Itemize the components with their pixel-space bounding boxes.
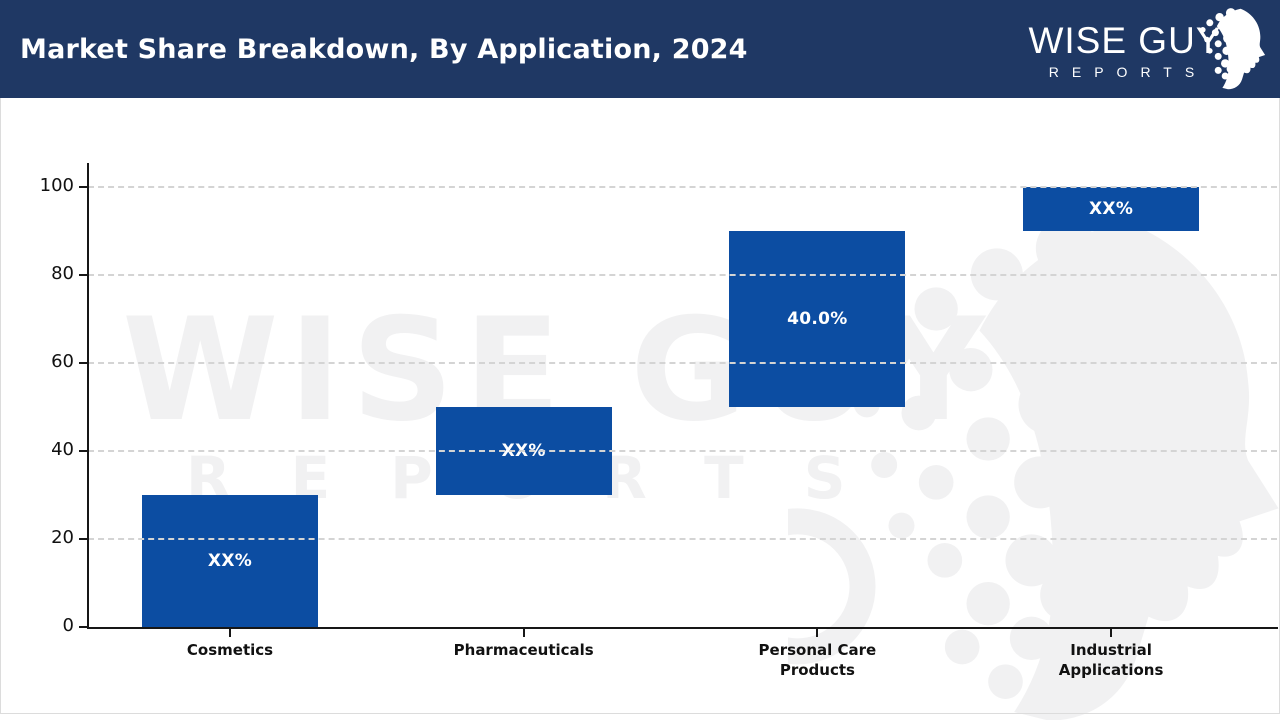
y-tick-60 (79, 362, 87, 364)
gridline-80 (88, 274, 1277, 276)
bar-pharmaceuticals: XX% (435, 407, 612, 495)
y-tick-label-40: 40 (51, 439, 74, 460)
category-label-personal-care-products: Personal Care Products (758, 641, 877, 679)
logo-reports-label: REPORTS (1048, 64, 1208, 80)
y-tick-20 (79, 538, 87, 540)
x-axis-line (87, 627, 1278, 629)
bar-label-industrial-applications: XX% (1089, 199, 1134, 219)
header-bar: Market Share Breakdown, By Application, … (0, 0, 1280, 98)
y-tick-0 (79, 626, 87, 628)
bar-label-cosmetics: XX% (207, 551, 253, 571)
y-tick-80 (79, 274, 87, 276)
x-tick-industrial-applications (1110, 629, 1113, 637)
logo-wiseguy-label: WISE GUY (1028, 20, 1222, 61)
gridline-40 (88, 450, 1277, 452)
y-axis-line (87, 163, 89, 629)
wiseguy-logo-text: WISE GUY REPORTS (1028, 20, 1221, 80)
x-tick-cosmetics (229, 629, 231, 637)
page-title: Market Share Breakdown, By Application, … (20, 33, 748, 65)
wiseguy-logo: WISE GUY REPORTS (1028, 6, 1266, 94)
bar-industrial-applications: XX% (1023, 187, 1200, 231)
bar-label-personal-care-products: 40.0% (787, 309, 848, 329)
y-tick-100 (79, 186, 87, 188)
y-tick-label-20: 20 (51, 527, 74, 548)
category-label-pharmaceuticals: Pharmaceuticals (453, 641, 594, 659)
bar-label-pharmaceuticals: XX% (501, 441, 546, 461)
waterfall-chart: 0 20 40 60 80 100 XX% Cosmetics XX% Pharmaceutica… (0, 98, 1280, 714)
category-label-cosmetics: Cosmetics (186, 641, 274, 659)
y-tick-label-100: 100 (39, 175, 74, 196)
y-tick-40 (79, 450, 87, 452)
watermark-head-icon (719, 205, 1280, 720)
wiseguy-head-icon (1199, 6, 1267, 94)
bar-cosmetics: XX% (142, 495, 318, 627)
category-label-industrial-applications: Industrial Applications (1058, 641, 1164, 679)
x-tick-personal-care-products (816, 629, 819, 637)
bar-personal-care-products: 40.0% (729, 231, 906, 407)
y-tick-label-60: 60 (51, 351, 74, 372)
y-tick-label-80: 80 (51, 263, 74, 284)
y-tick-label-0: 0 (62, 615, 74, 636)
gridline-60 (88, 362, 1277, 364)
x-tick-pharmaceuticals (522, 629, 525, 637)
